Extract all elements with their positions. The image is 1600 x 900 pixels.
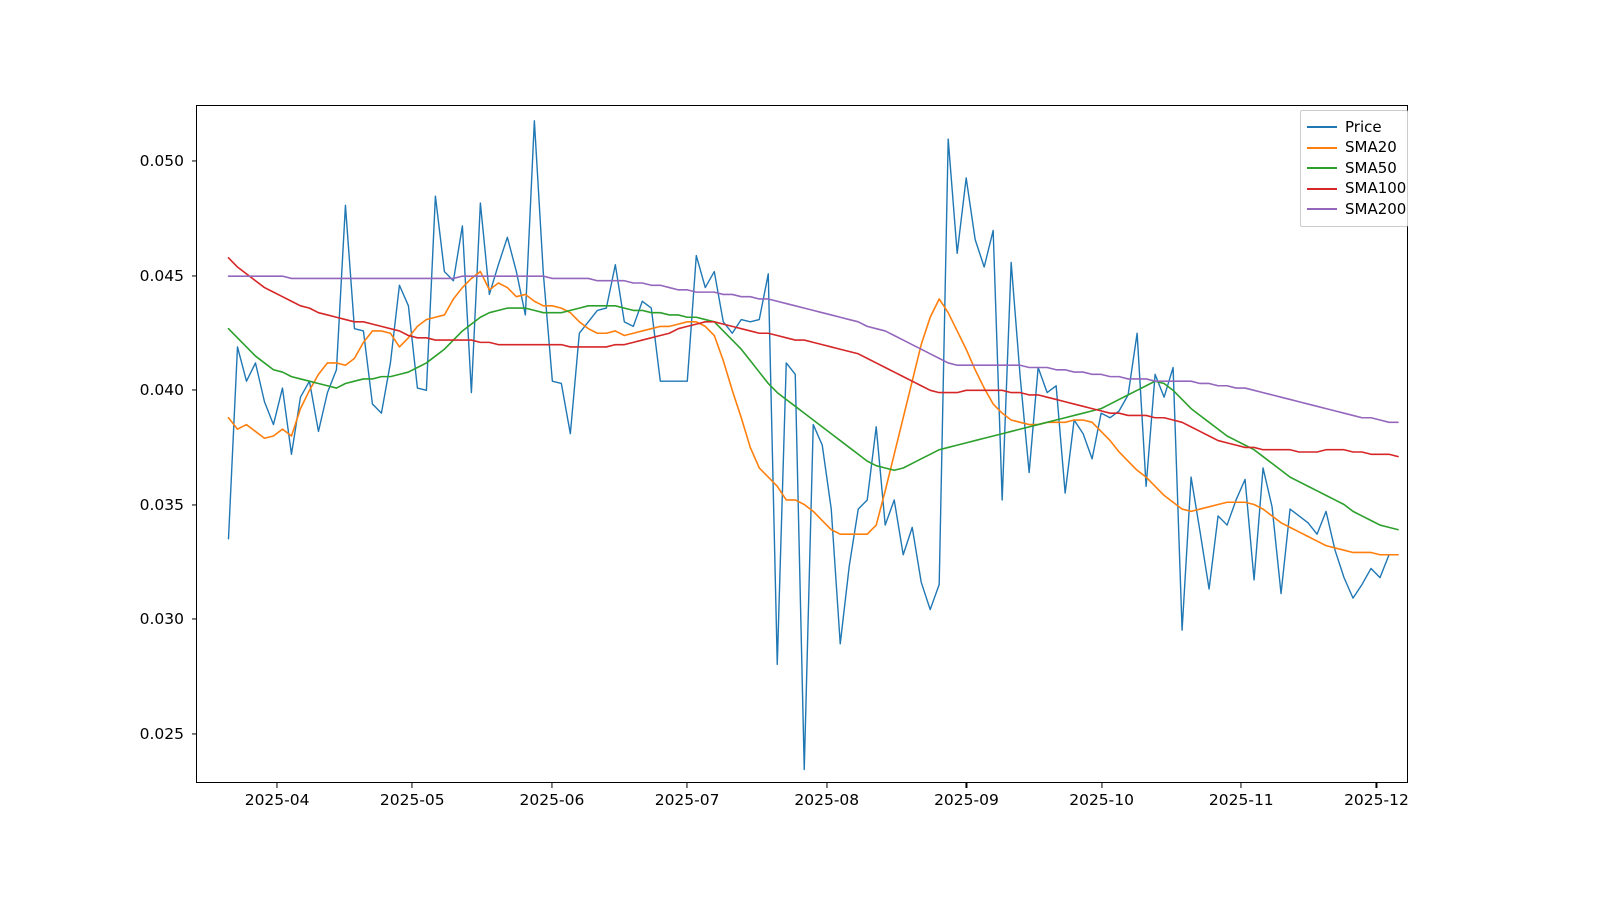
legend-label: Price	[1345, 117, 1382, 136]
series-line-sma50	[228, 306, 1398, 530]
x-tick-mark	[965, 783, 967, 788]
x-tick-label: 2025-08	[794, 791, 860, 809]
legend-color-swatch	[1307, 187, 1337, 190]
x-tick-label: 2025-06	[519, 791, 585, 809]
x-tick-mark	[686, 783, 688, 788]
x-tick-label: 2025-04	[244, 791, 310, 809]
legend-color-swatch	[1307, 126, 1337, 129]
x-tick-label: 2025-10	[1069, 791, 1134, 809]
x-tick-label: 2025-09	[934, 791, 999, 809]
y-tick-label: 0.025	[139, 724, 184, 743]
legend-color-swatch	[1307, 208, 1337, 211]
y-tick-label: 0.040	[139, 381, 184, 400]
series-line-price	[228, 121, 1398, 770]
legend-label: SMA100	[1345, 179, 1407, 198]
series-line-sma100	[228, 258, 1398, 457]
legend-color-swatch	[1307, 146, 1337, 149]
x-tick-mark	[551, 783, 553, 788]
x-tick-label: 2025-12	[1344, 791, 1409, 809]
y-tick-mark	[191, 160, 196, 162]
x-tick-label: 2025-05	[379, 791, 445, 809]
legend-item-sma100[interactable]: SMA100	[1307, 179, 1406, 200]
y-tick-label: 0.045	[139, 266, 184, 285]
y-tick-mark	[191, 733, 196, 735]
legend-item-sma20[interactable]: SMA20	[1307, 138, 1401, 159]
legend-label: SMA20	[1345, 138, 1397, 157]
legend-label: SMA50	[1345, 158, 1397, 177]
series-line-sma200	[228, 276, 1398, 422]
x-tick-mark	[1101, 783, 1103, 788]
x-tick-label: 2025-11	[1208, 791, 1274, 809]
plot-area	[196, 105, 1408, 783]
legend[interactable]: Price SMA20 SMA50 SMA100 SMA200	[1300, 110, 1408, 227]
legend-item-sma50[interactable]: SMA50	[1307, 158, 1401, 179]
y-tick-label: 0.035	[139, 495, 184, 514]
series-canvas	[197, 106, 1407, 782]
y-tick-mark	[191, 389, 196, 391]
y-tick-mark	[191, 618, 196, 620]
x-tick-mark	[1375, 783, 1377, 788]
x-tick-mark	[411, 783, 413, 788]
y-tick-label: 0.050	[139, 152, 184, 171]
y-tick-mark	[191, 275, 196, 277]
y-tick-label: 0.030	[139, 610, 184, 629]
legend-color-swatch	[1307, 167, 1337, 170]
x-tick-mark	[826, 783, 828, 788]
x-tick-label: 2025-07	[654, 791, 720, 809]
x-tick-mark	[1240, 783, 1242, 788]
series-line-sma20	[228, 272, 1398, 555]
y-tick-mark	[191, 504, 196, 506]
legend-item-price[interactable]: Price	[1307, 117, 1401, 138]
legend-label: SMA200	[1345, 199, 1407, 218]
legend-item-sma200[interactable]: SMA200	[1307, 199, 1406, 220]
y-axis-ticks: 0.025 0.030 0.035 0.040 0.045 0.050	[0, 0, 196, 900]
x-tick-mark	[276, 783, 278, 788]
